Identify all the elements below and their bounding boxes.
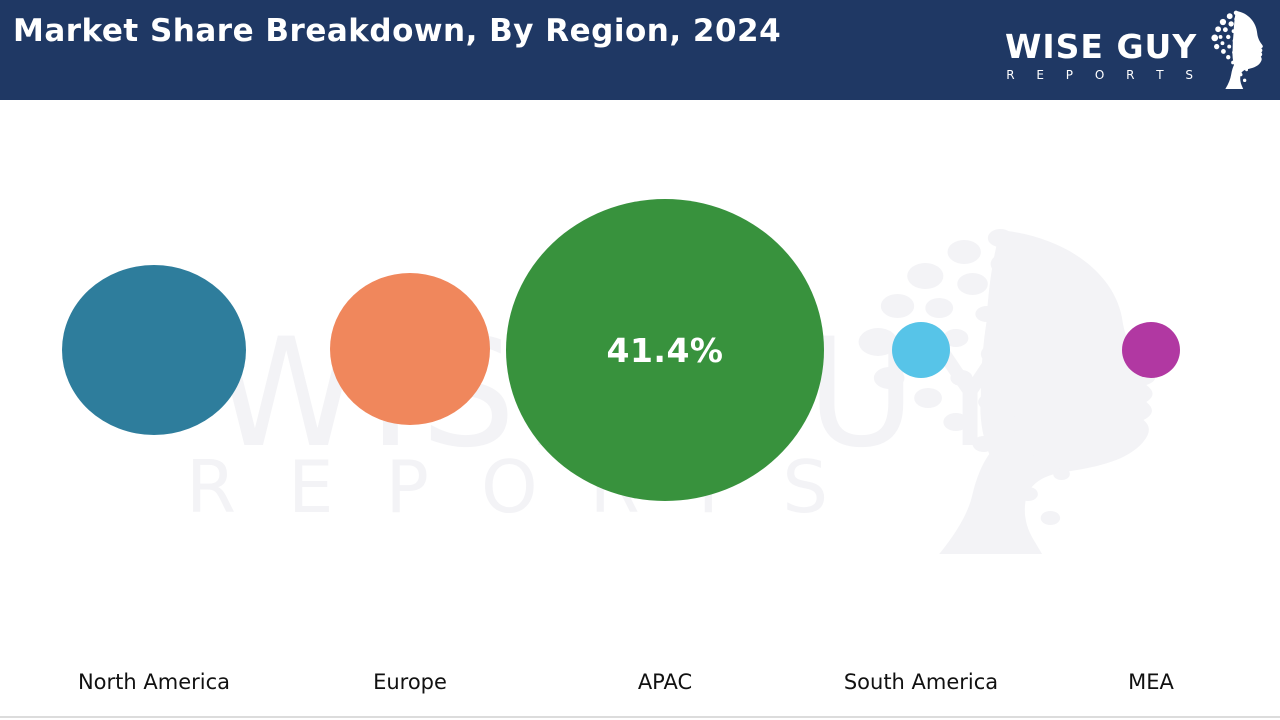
logo-subtitle-text: R E P O R T S xyxy=(1006,68,1202,82)
category-label-mea: MEA xyxy=(1128,670,1174,694)
logo-name-text: WISE GUY xyxy=(1004,27,1198,66)
bubble-europe xyxy=(330,273,490,425)
wiseguy-logo: WISE GUY R E P O R T S xyxy=(1000,8,1264,90)
chart-baseline xyxy=(0,716,1280,718)
logo-head-icon xyxy=(1211,10,1263,90)
category-label-europe: Europe xyxy=(373,670,447,694)
page-title: Market Share Breakdown, By Region, 2024 xyxy=(13,13,782,49)
chart-area: WISE GUY REPORTS 41.4% North AmericaEuro… xyxy=(0,100,1280,720)
category-label-apac: APAC xyxy=(637,670,693,694)
bubble-south-america xyxy=(892,322,950,378)
category-label-north-america: North America xyxy=(77,670,231,694)
bubble-value-label-apac: 41.4% xyxy=(606,330,724,370)
category-label-south-america: South America xyxy=(843,670,999,694)
bubble-layer: 41.4% xyxy=(0,100,1280,720)
header-bar: Market Share Breakdown, By Region, 2024 … xyxy=(0,0,1280,100)
bubble-north-america xyxy=(62,265,246,435)
bubble-apac: 41.4% xyxy=(506,199,824,501)
logo-wordmark: WISE GUY R E P O R T S xyxy=(1000,30,1202,82)
bubble-mea xyxy=(1122,322,1180,378)
